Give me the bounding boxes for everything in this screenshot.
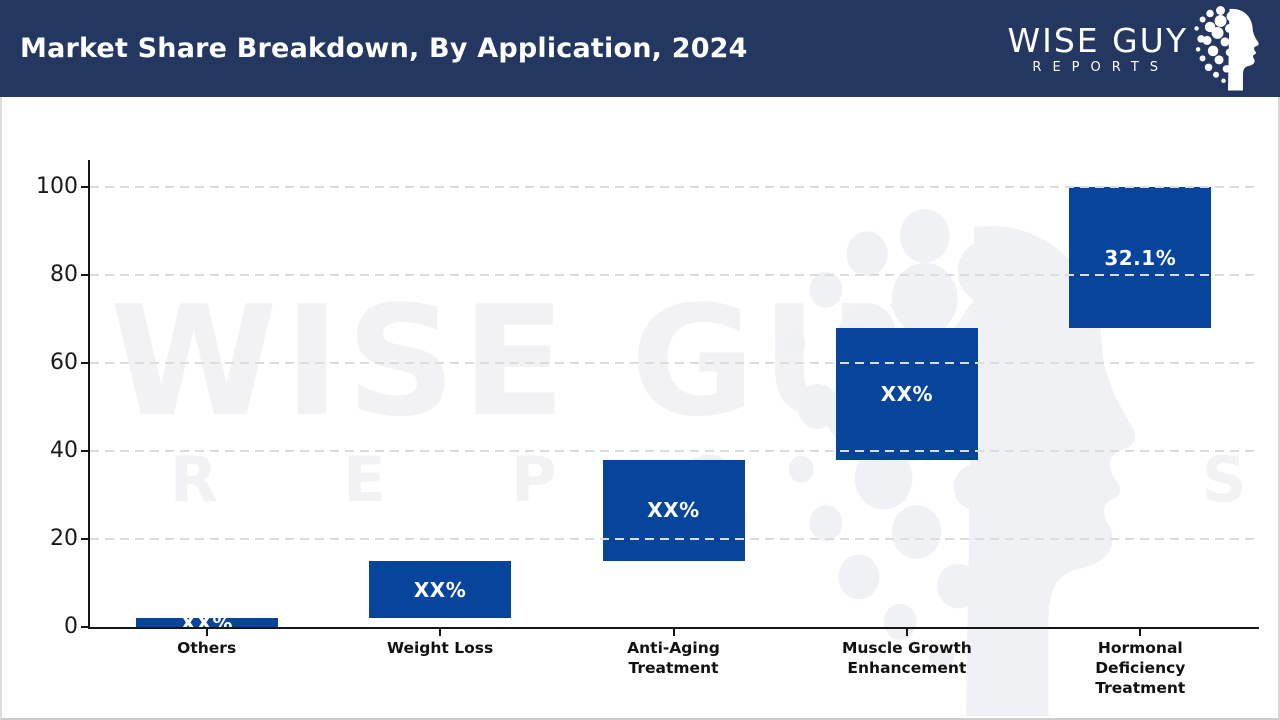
x-category-label: Others bbox=[97, 638, 317, 658]
x-category-label-line: Treatment bbox=[628, 659, 719, 677]
waterfall-bar bbox=[369, 561, 512, 619]
y-tick-mark bbox=[81, 274, 88, 276]
x-category-label-line: Treatment bbox=[1095, 679, 1186, 697]
x-category-label: Muscle Growth Enhancement bbox=[797, 638, 1017, 678]
y-tick-mark bbox=[81, 626, 88, 628]
y-tick-label: 40 bbox=[50, 438, 78, 463]
x-category-label: Weight Loss bbox=[330, 638, 550, 658]
y-tick-label: 20 bbox=[50, 526, 78, 551]
bar-value-label: XX% bbox=[880, 381, 934, 406]
x-tick-mark bbox=[1139, 629, 1142, 636]
bar-value-label: XX% bbox=[413, 577, 467, 602]
x-category-label-line: Hormonal bbox=[1097, 639, 1183, 657]
x-category-label-line: Muscle Growth bbox=[841, 639, 972, 657]
gridline bbox=[90, 274, 1257, 276]
chart-area: WISE GUY R E P O R T S XX%XX%XX%XX%32.1%… bbox=[0, 97, 1280, 720]
logo-wordmark: WISE GUY REPORTS bbox=[1007, 20, 1188, 75]
y-tick-mark bbox=[81, 450, 88, 452]
gridline bbox=[90, 362, 1257, 364]
plot-area: XX% XX% XX% XX% 32.1% bbox=[90, 160, 1257, 635]
gridline bbox=[90, 186, 1257, 188]
y-tick-mark bbox=[81, 362, 88, 364]
x-tick-mark bbox=[905, 629, 908, 636]
x-category-label-line: Weight Loss bbox=[386, 639, 494, 657]
bar-value-label: XX% bbox=[647, 498, 700, 523]
y-tick-label: 80 bbox=[50, 262, 78, 287]
x-axis-spine bbox=[88, 627, 1259, 629]
y-tick-label: 100 bbox=[36, 174, 78, 199]
x-category-label-line: Deficiency bbox=[1095, 659, 1186, 677]
waterfall-bar bbox=[1069, 187, 1212, 329]
bar-value-label: XX% bbox=[180, 610, 233, 635]
y-tick-label: 0 bbox=[64, 614, 78, 639]
page-title: Market Share Breakdown, By Application, … bbox=[20, 33, 748, 64]
x-category-label-line: Anti-Aging bbox=[627, 639, 720, 657]
x-tick-mark bbox=[439, 629, 442, 636]
y-tick-mark bbox=[81, 186, 88, 188]
logo-head-icon bbox=[1194, 5, 1259, 91]
y-tick-label: 60 bbox=[50, 350, 78, 375]
y-axis-spine bbox=[88, 160, 90, 629]
waterfall-bar bbox=[835, 328, 978, 460]
x-category-label-line: Enhancement bbox=[847, 659, 967, 677]
brand-logo: WISE GUY REPORTS bbox=[1007, 5, 1266, 92]
x-tick-mark bbox=[205, 629, 208, 636]
logo-wordmark-main: WISE GUY bbox=[1007, 20, 1188, 60]
bar-value-label: 32.1% bbox=[1104, 245, 1177, 270]
x-category-label: Anti-Aging Treatment bbox=[564, 638, 784, 678]
y-tick-mark bbox=[81, 538, 88, 540]
x-category-label-line: Others bbox=[177, 639, 237, 657]
gridline bbox=[90, 450, 1257, 452]
x-tick-mark bbox=[672, 629, 675, 636]
logo-wordmark-sub: REPORTS bbox=[1032, 59, 1170, 75]
gridline bbox=[90, 538, 1257, 540]
x-category-label: Hormonal Deficiency Treatment bbox=[1030, 638, 1250, 698]
waterfall-bar bbox=[135, 618, 278, 627]
waterfall-bar bbox=[602, 459, 745, 561]
header-bar: Market Share Breakdown, By Application, … bbox=[0, 0, 1280, 97]
